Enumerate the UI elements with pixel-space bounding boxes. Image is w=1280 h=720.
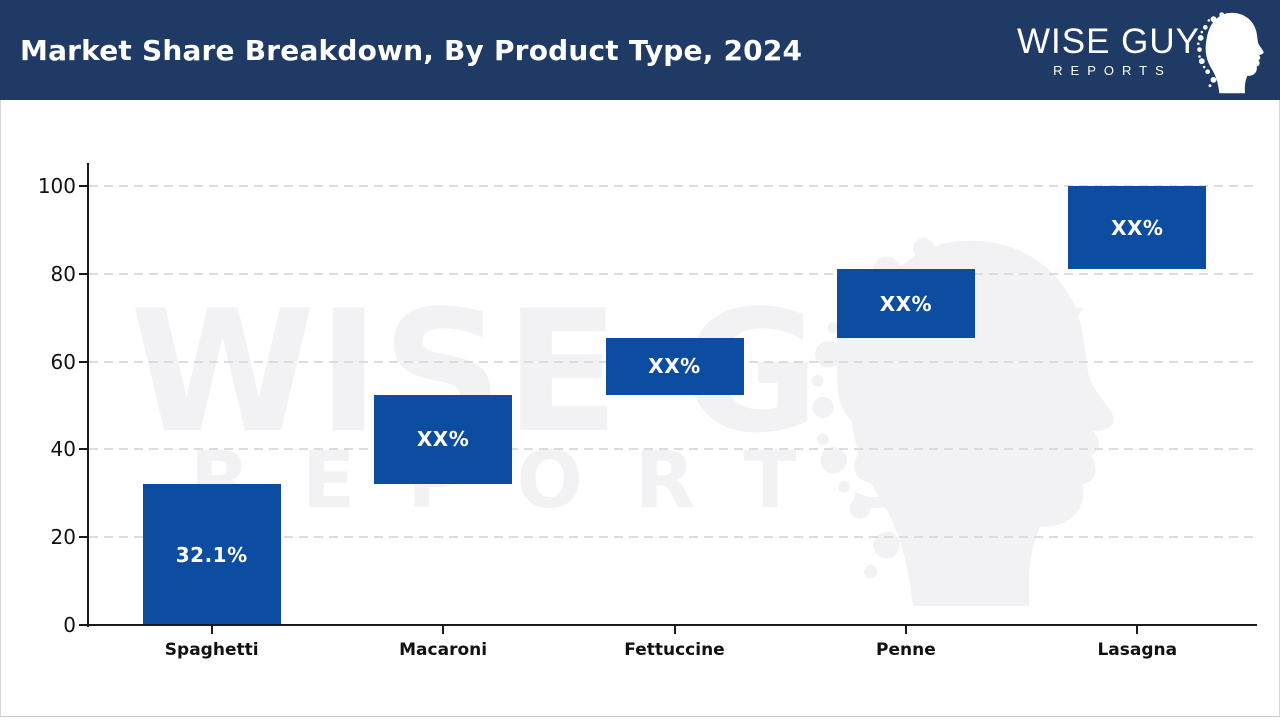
y-tick-label-100: 100	[37, 174, 76, 198]
gridline-100	[89, 185, 1257, 187]
bar-value-label-fettuccine: XX%	[648, 354, 701, 379]
y-tick-80	[79, 272, 87, 275]
gridline-40	[89, 448, 1257, 451]
logo-wordmark: WISE GUY	[1016, 21, 1200, 61]
gridline-80	[89, 272, 1257, 275]
watermark-subtitle: REPORTS	[190, 436, 957, 526]
y-tick-60	[79, 360, 87, 363]
gridline-20	[89, 536, 1257, 539]
bar-value-label-penne: XX%	[879, 291, 933, 316]
y-tick-label-60: 60	[50, 349, 76, 374]
x-category-label-macaroni: Macaroni	[399, 640, 488, 660]
bar-value-label-macaroni: XX%	[416, 427, 470, 452]
y-tick-40	[79, 448, 87, 451]
x-axis-line	[87, 624, 1257, 626]
y-tick-label-40: 40	[50, 437, 76, 462]
y-tick-label-80: 80	[50, 261, 76, 286]
y-tick-label-0: 0	[63, 613, 76, 637]
logo-subtitle: REPORTS	[1053, 63, 1172, 79]
bar-value-label-lasagna: XX%	[1111, 215, 1164, 240]
x-category-label-spaghetti: Spaghetti	[164, 640, 259, 660]
bar-lasagna: XX%	[1068, 186, 1207, 270]
chart-title: Market Share Breakdown, By Product Type,…	[20, 33, 803, 67]
y-tick-label-20: 20	[50, 525, 76, 550]
x-category-label-lasagna: Lasagna	[1097, 640, 1178, 660]
figure-border	[0, 100, 1280, 717]
x-tick-lasagna	[1136, 626, 1139, 634]
x-category-label-penne: Penne	[876, 640, 936, 660]
x-tick-spaghetti	[210, 626, 213, 634]
bar-spaghetti: 32.1%	[142, 484, 281, 625]
bar-fettuccine: XX%	[605, 338, 744, 395]
logo-text: WISE GUY REPORTS	[1016, 21, 1200, 79]
x-category-label-fettuccine: Fettuccine	[624, 640, 725, 660]
bar-value-label-spaghetti: 32.1%	[175, 542, 248, 567]
bar-penne: XX%	[836, 269, 975, 339]
y-axis-line	[87, 163, 89, 627]
x-tick-macaroni	[442, 626, 445, 634]
wise-guy-reports-logo: WISE GUY REPORTS	[1017, 7, 1266, 95]
dotted-head-icon	[1197, 12, 1264, 94]
x-tick-penne	[904, 626, 907, 634]
y-tick-0	[79, 624, 87, 626]
bar-macaroni: XX%	[374, 394, 513, 485]
y-tick-20	[79, 536, 87, 539]
header-band: Market Share Breakdown, By Product Type,…	[0, 0, 1280, 100]
y-tick-100	[79, 185, 87, 187]
x-tick-fettuccine	[673, 626, 676, 634]
